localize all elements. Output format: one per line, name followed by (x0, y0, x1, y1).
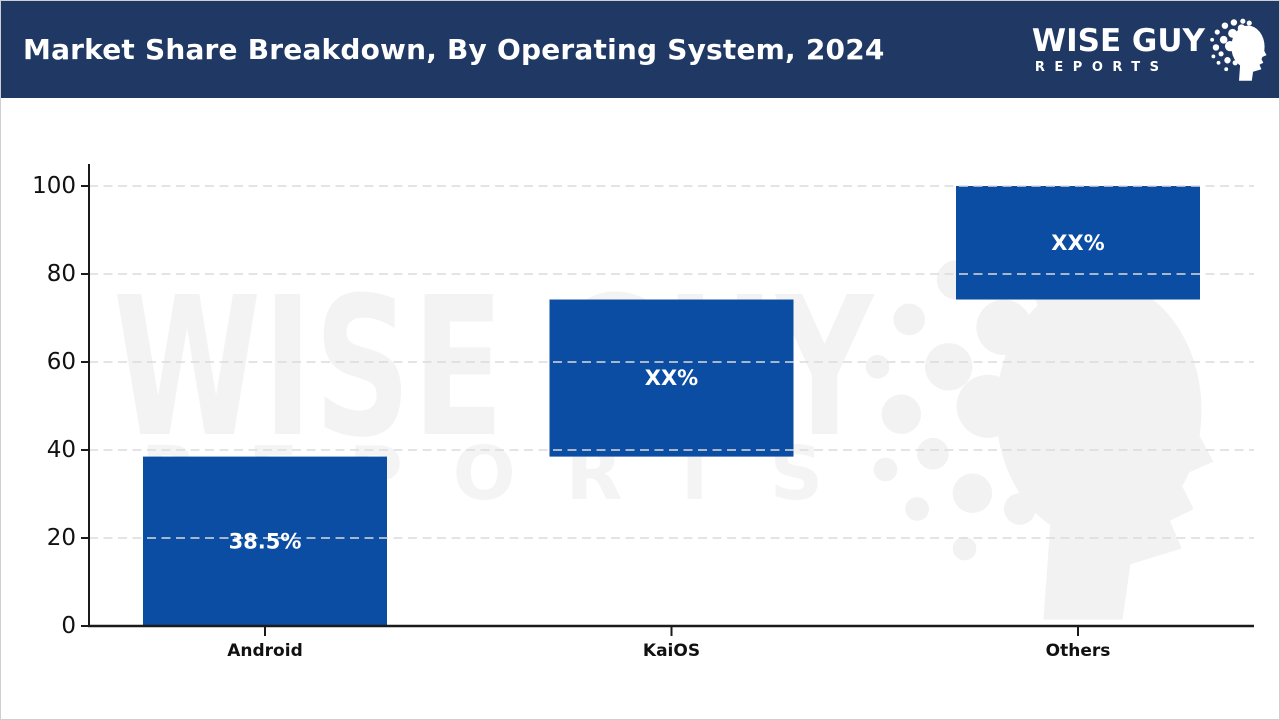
bar-value-label: XX% (645, 366, 698, 390)
y-axis-tick-label: 0 (61, 613, 76, 639)
y-axis-tick-label: 60 (47, 349, 76, 375)
y-axis-tick-label: 20 (47, 525, 76, 551)
page-title: Market Share Breakdown, By Operating Sys… (23, 33, 885, 66)
bar-others (956, 186, 1200, 300)
chart-area: WISE GUY REPORTS 0 20 40 60 80 100 Android 38.5… (1, 98, 1279, 719)
y-axis-tick-label: 80 (47, 261, 76, 287)
bar-android (143, 456, 387, 626)
bar-kaios (549, 299, 794, 457)
y-axis-tick-label: 100 (32, 173, 76, 199)
x-axis-category-label: Others (1046, 641, 1111, 661)
brand-logo-text: WISE GUY REPORTS (1031, 22, 1205, 75)
y-axis-tick-label: 40 (47, 437, 76, 463)
brand-tagline: REPORTS (1034, 59, 1169, 75)
x-axis-category-label: Android (227, 641, 303, 661)
bar-value-label: XX% (1051, 231, 1104, 255)
brand-name: WISE GUY (1031, 22, 1205, 59)
x-axis-category-label: KaiOS (643, 641, 700, 661)
bar-value-label: 38.5% (229, 529, 302, 553)
app-header: Market Share Breakdown, By Operating Sys… (1, 1, 1279, 98)
brand-logo: WISE GUY REPORTS (1032, 1, 1271, 98)
